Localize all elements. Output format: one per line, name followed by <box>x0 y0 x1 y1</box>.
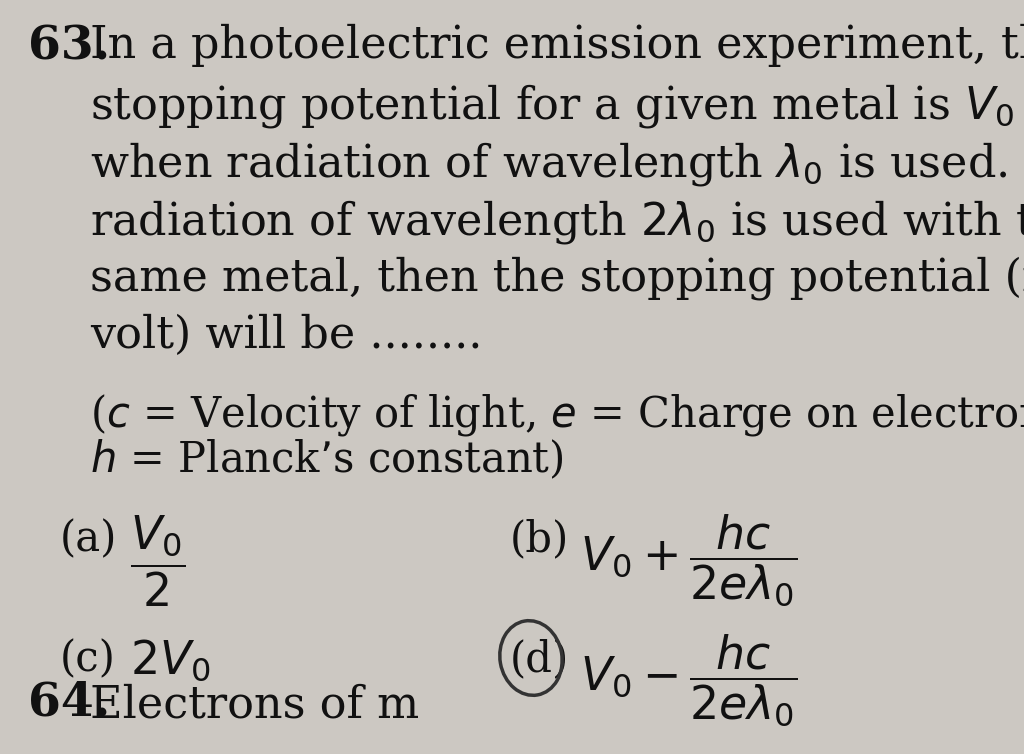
Text: $V_0 + \dfrac{hc}{2e\lambda_0}$: $V_0 + \dfrac{hc}{2e\lambda_0}$ <box>580 513 798 609</box>
Text: (b): (b) <box>510 518 569 560</box>
Text: (d): (d) <box>510 638 569 680</box>
Text: $2V_0$: $2V_0$ <box>130 638 211 684</box>
Text: radiation of wavelength $2\lambda_0$ is used with the: radiation of wavelength $2\lambda_0$ is … <box>90 198 1024 246</box>
Text: ($c$ = Velocity of light, $e$ = Charge on electron,: ($c$ = Velocity of light, $e$ = Charge o… <box>90 392 1024 438</box>
Text: Electrons of m: Electrons of m <box>90 683 419 726</box>
Text: same metal, then the stopping potential (in: same metal, then the stopping potential … <box>90 256 1024 299</box>
Text: volt) will be ........: volt) will be ........ <box>90 314 482 357</box>
Text: stopping potential for a given metal is $V_0$ volt,: stopping potential for a given metal is … <box>90 82 1024 130</box>
Text: when radiation of wavelength $\lambda_0$ is used. If: when radiation of wavelength $\lambda_0$… <box>90 140 1024 188</box>
Text: (c): (c) <box>60 638 116 680</box>
Text: In a photoelectric emission experiment, the: In a photoelectric emission experiment, … <box>90 24 1024 67</box>
Text: $V_0 - \dfrac{hc}{2e\lambda_0}$: $V_0 - \dfrac{hc}{2e\lambda_0}$ <box>580 633 798 729</box>
Text: (a): (a) <box>60 518 118 560</box>
Text: 64.: 64. <box>28 680 111 726</box>
Text: $\dfrac{V_0}{2}$: $\dfrac{V_0}{2}$ <box>130 513 185 608</box>
Text: $h$ = Planck’s constant): $h$ = Planck’s constant) <box>90 438 563 482</box>
Text: 63.: 63. <box>28 24 111 70</box>
